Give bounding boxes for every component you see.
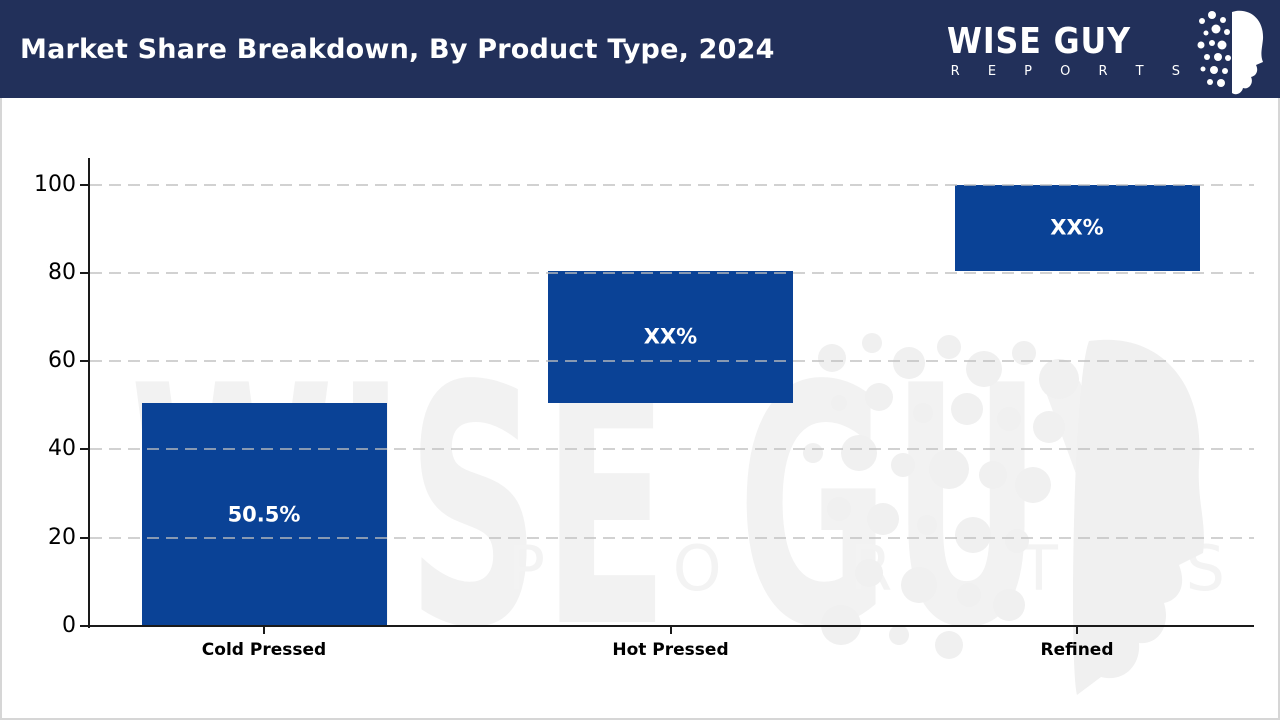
watermark-dotted-face-icon bbox=[803, 333, 1204, 695]
brand-logo: WISE GUY R E P O R T S bbox=[947, 6, 1268, 96]
header-bar: Market Share Breakdown, By Product Type,… bbox=[0, 0, 1280, 98]
brand-wordmark: WISE GUY bbox=[946, 20, 1131, 62]
chart-area: WISE GUY R E P O R T S bbox=[0, 98, 1280, 720]
brand-subtext: R E P O R T S bbox=[950, 63, 1192, 79]
brand-text: WISE GUY R E P O R T S bbox=[946, 20, 1192, 79]
dotted-face-icon bbox=[1197, 10, 1264, 95]
page-title: Market Share Breakdown, By Product Type,… bbox=[20, 33, 775, 65]
